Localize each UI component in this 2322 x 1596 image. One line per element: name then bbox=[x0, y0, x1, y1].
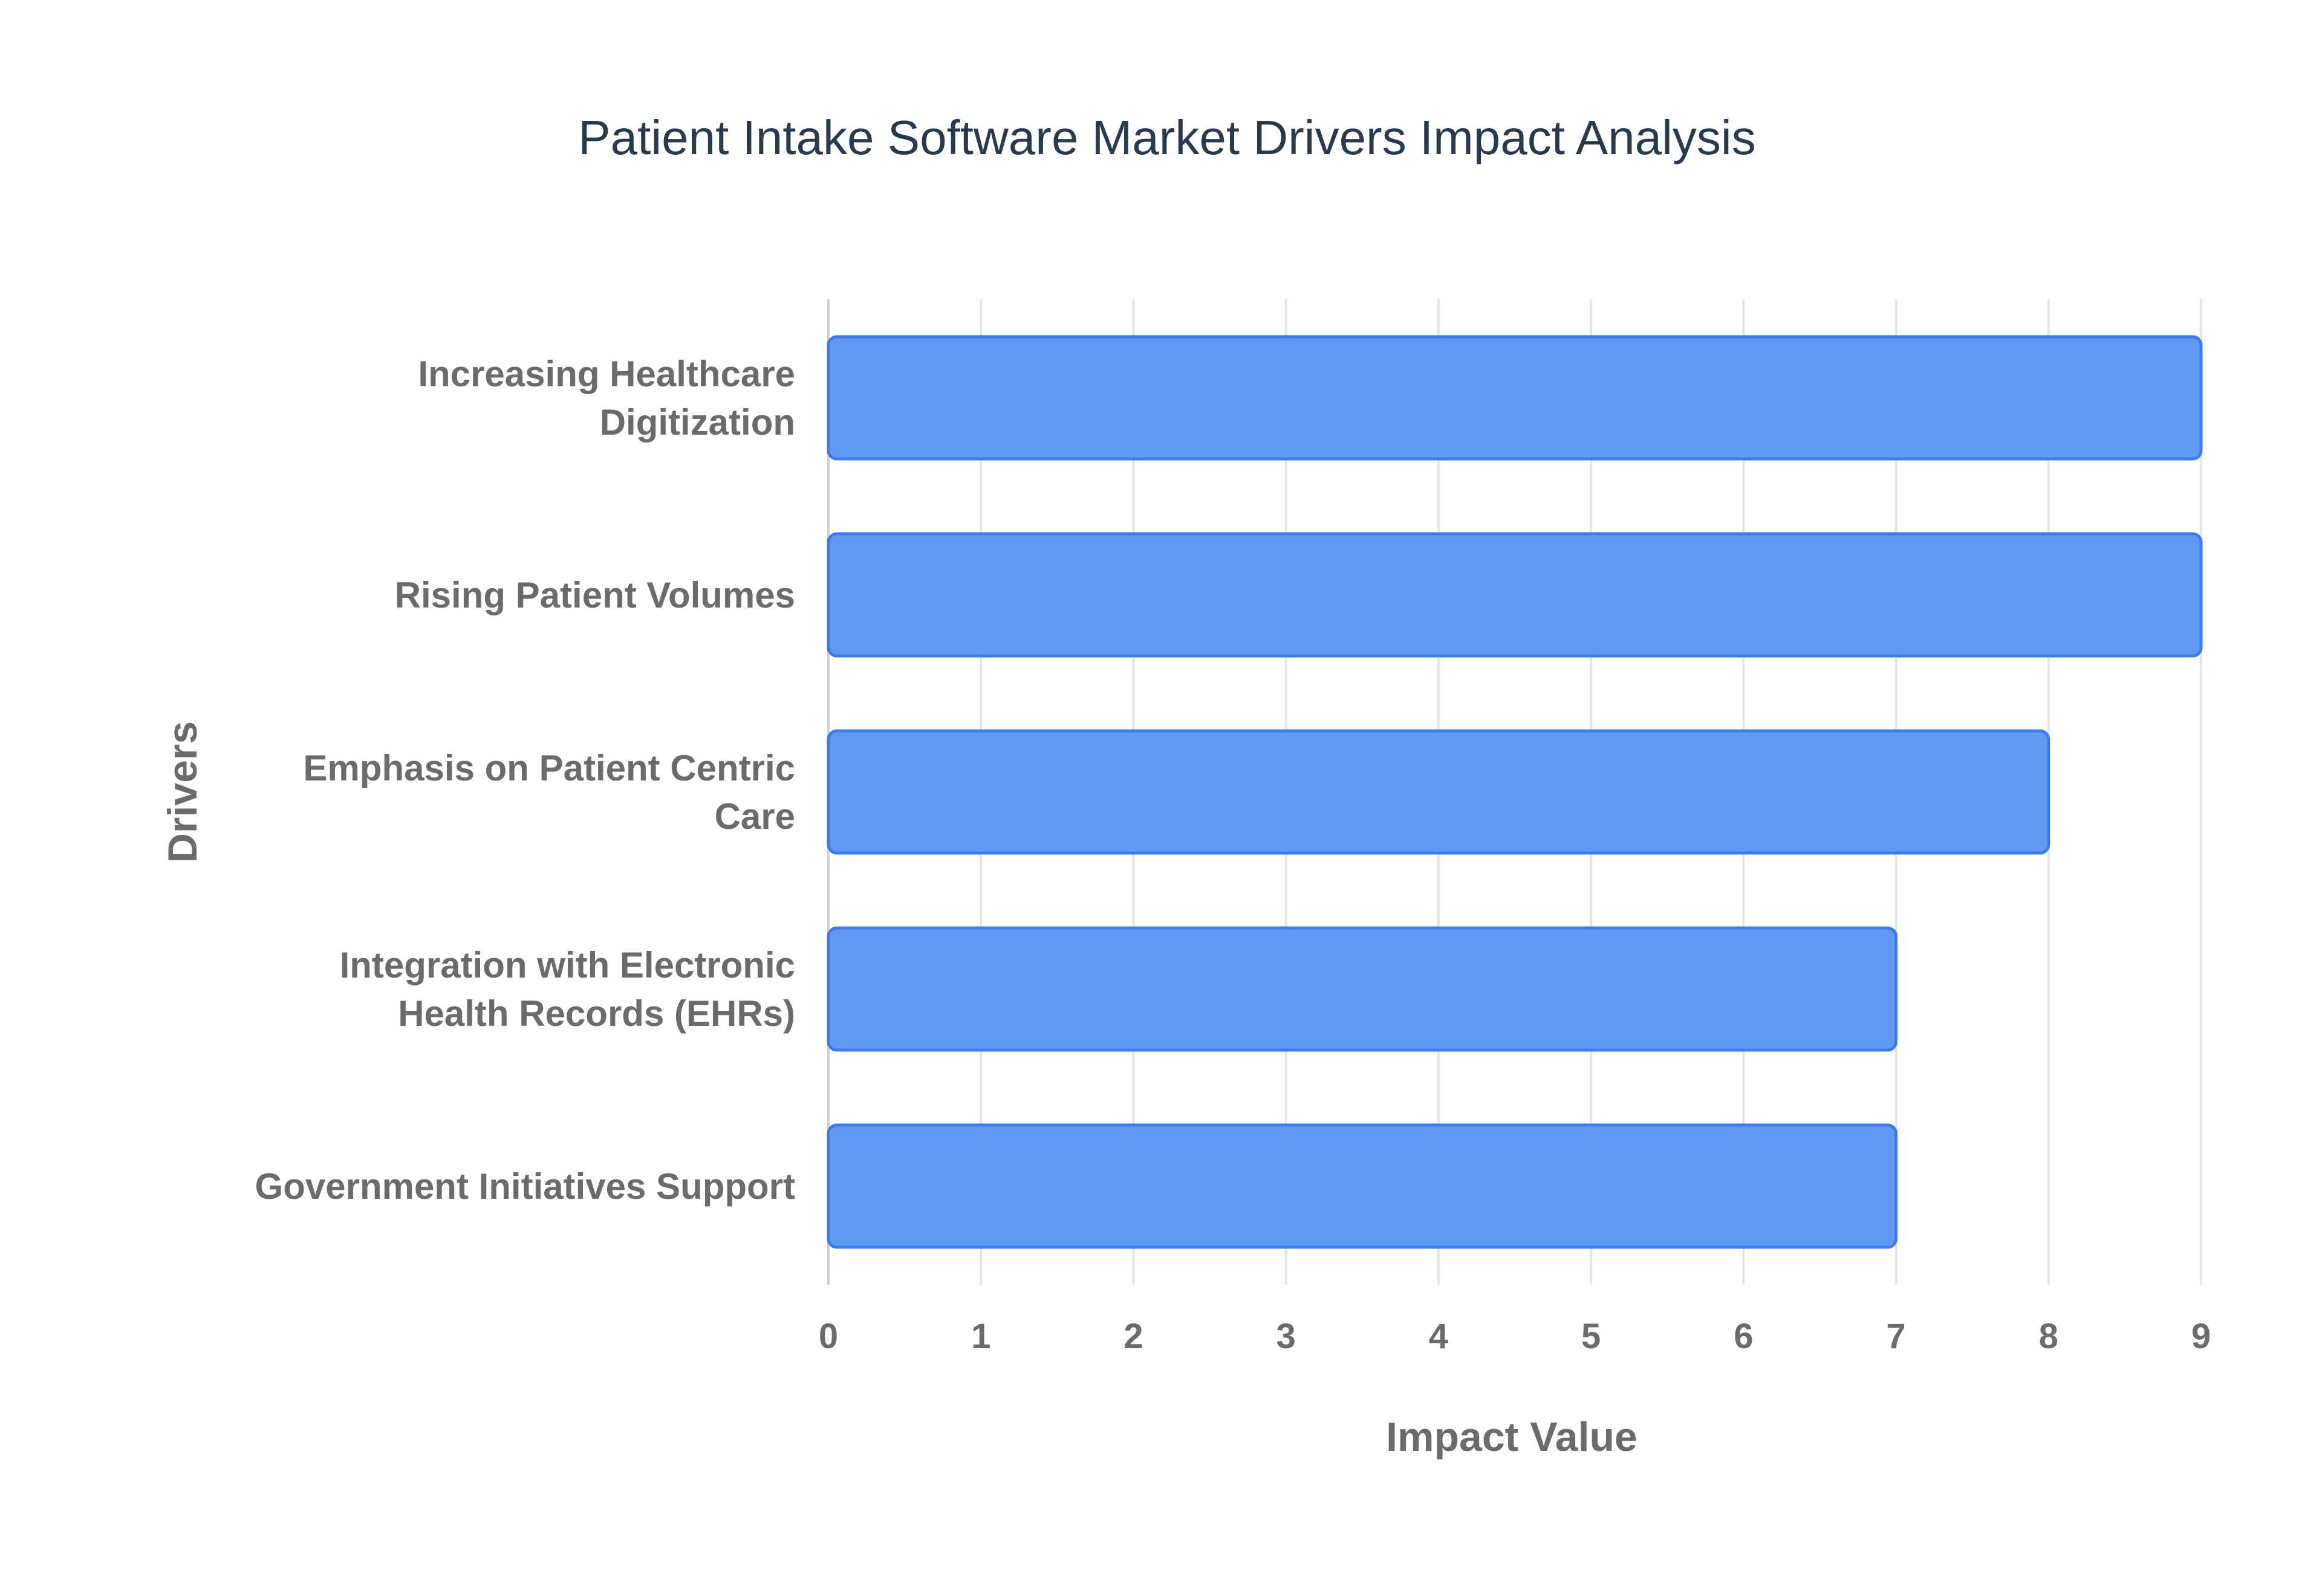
bar bbox=[827, 926, 1898, 1052]
bars bbox=[827, 335, 2203, 1249]
x-tick-label: 8 bbox=[2039, 1317, 2058, 1356]
x-tick-label: 2 bbox=[1124, 1317, 1143, 1356]
category-label: Integration with Electronic Health Record… bbox=[340, 945, 795, 1034]
category-label-line: Increasing Healthcare bbox=[418, 354, 795, 394]
category-label: Emphasis on Patient Centric Care bbox=[303, 748, 795, 837]
category-label-line: Emphasis on Patient Centric bbox=[303, 748, 795, 788]
category-label: Rising Patient Volumes bbox=[395, 575, 795, 615]
x-tick-label: 4 bbox=[1429, 1317, 1448, 1356]
x-tick-label: 1 bbox=[971, 1317, 990, 1356]
category-label: Increasing Healthcare Digitization bbox=[418, 354, 795, 443]
bar bbox=[827, 1123, 1898, 1249]
bar bbox=[827, 335, 2203, 461]
bar bbox=[827, 729, 2050, 855]
y-axis-title: Drivers bbox=[160, 721, 206, 863]
x-tick-label: 9 bbox=[2191, 1317, 2211, 1356]
category-labels: Increasing Healthcare Digitization Rising … bbox=[255, 354, 795, 1207]
x-tick-label: 0 bbox=[819, 1317, 838, 1356]
category-label-line: Digitization bbox=[600, 402, 795, 443]
x-tick-label: 6 bbox=[1734, 1317, 1753, 1356]
chart-title: Patient Intake Software Market Drivers I… bbox=[578, 111, 1755, 164]
x-tick-label: 7 bbox=[1886, 1317, 1905, 1356]
category-label: Government Initiatives Support bbox=[255, 1166, 795, 1207]
category-label-line: Integration with Electronic bbox=[340, 945, 795, 985]
bar bbox=[827, 532, 2203, 658]
x-tick-labels: 0 1 2 3 4 5 6 7 8 9 bbox=[819, 1317, 2211, 1356]
category-label-line: Care bbox=[715, 796, 795, 837]
category-label-line: Rising Patient Volumes bbox=[395, 575, 795, 615]
x-axis-title: Impact Value bbox=[1386, 1414, 1637, 1460]
category-label-line: Health Records (EHRs) bbox=[398, 993, 795, 1034]
x-tick-label: 3 bbox=[1276, 1317, 1296, 1356]
x-tick-label: 5 bbox=[1581, 1317, 1601, 1356]
category-label-line: Government Initiatives Support bbox=[255, 1166, 795, 1207]
